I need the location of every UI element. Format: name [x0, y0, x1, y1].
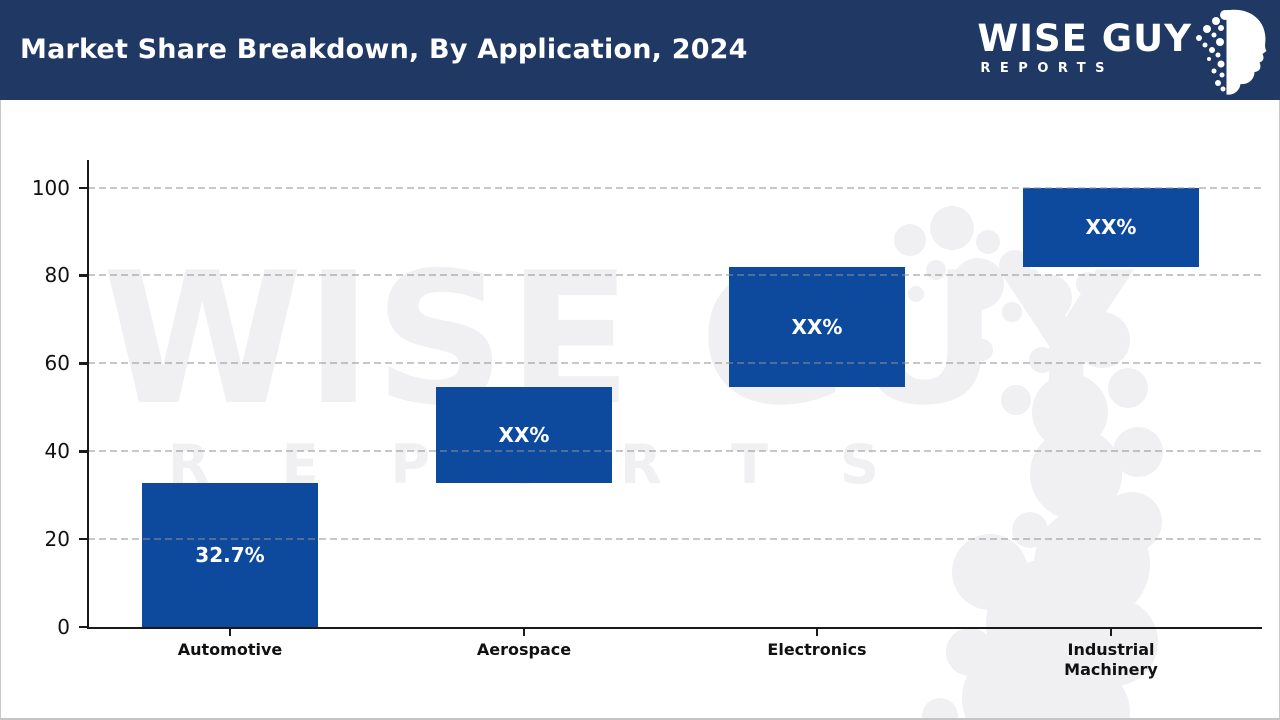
chart-area: WISE GUY REPORTS [0, 100, 1280, 720]
y-tick-label-80: 80 [44, 263, 70, 288]
header: Market Share Breakdown, By Application, … [0, 0, 1280, 100]
x-tick-mark-industrial-machinery [1110, 629, 1113, 636]
x-axis-line [87, 627, 1262, 630]
bar-value-label-electronics: XX% [791, 314, 843, 339]
bar-automotive [142, 483, 318, 627]
y-tick-label-20: 20 [44, 527, 70, 552]
y-tick-mark-60 [79, 362, 87, 365]
x-tick-mark-aerospace [523, 629, 526, 636]
bar-electronics [729, 266, 905, 387]
brand-name: WISE GUY [977, 17, 1192, 60]
y-tick-mark-80 [79, 274, 87, 277]
y-tick-label-40: 40 [44, 439, 70, 464]
y-tick-label-60: 60 [44, 351, 70, 376]
y-tick-mark-20 [79, 538, 87, 541]
y-tick-mark-40 [79, 450, 87, 453]
x-category-label-automotive: Automotive [177, 640, 283, 659]
brand-subtitle: REPORTS [980, 61, 1115, 76]
gridline-40 [88, 450, 1262, 453]
brand-wordmark: WISE GUY REPORTS [977, 17, 1192, 77]
gridline-100 [88, 186, 1262, 189]
x-tick-mark-electronics [816, 629, 819, 636]
bar-value-label-automotive: 32.7% [195, 543, 265, 568]
y-axis-line [87, 159, 90, 629]
bar-value-label-industrial-machinery: XX% [1085, 215, 1137, 240]
bar-aerospace [436, 386, 612, 484]
x-tick-mark-automotive [229, 629, 232, 636]
y-tick-label-100: 100 [31, 175, 70, 200]
gridline-60 [88, 362, 1262, 365]
y-tick-mark-0 [79, 626, 87, 629]
page-title: Market Share Breakdown, By Application, … [20, 34, 748, 65]
y-tick-mark-100 [79, 186, 87, 189]
y-tick-label-0: 0 [57, 615, 70, 639]
gridline-20 [88, 538, 1262, 541]
x-category-label-industrial-machinery: Industrial Machinery [1064, 640, 1158, 679]
gridline-80 [88, 274, 1262, 277]
brand-logo: WISE GUY REPORTS [977, 4, 1270, 96]
x-category-label-electronics: Electronics [767, 640, 867, 659]
x-category-label-aerospace: Aerospace [476, 640, 572, 659]
bar-industrial-machinery [1023, 187, 1199, 267]
brand-head-icon [1194, 7, 1268, 101]
bar-value-label-aerospace: XX% [498, 422, 550, 447]
